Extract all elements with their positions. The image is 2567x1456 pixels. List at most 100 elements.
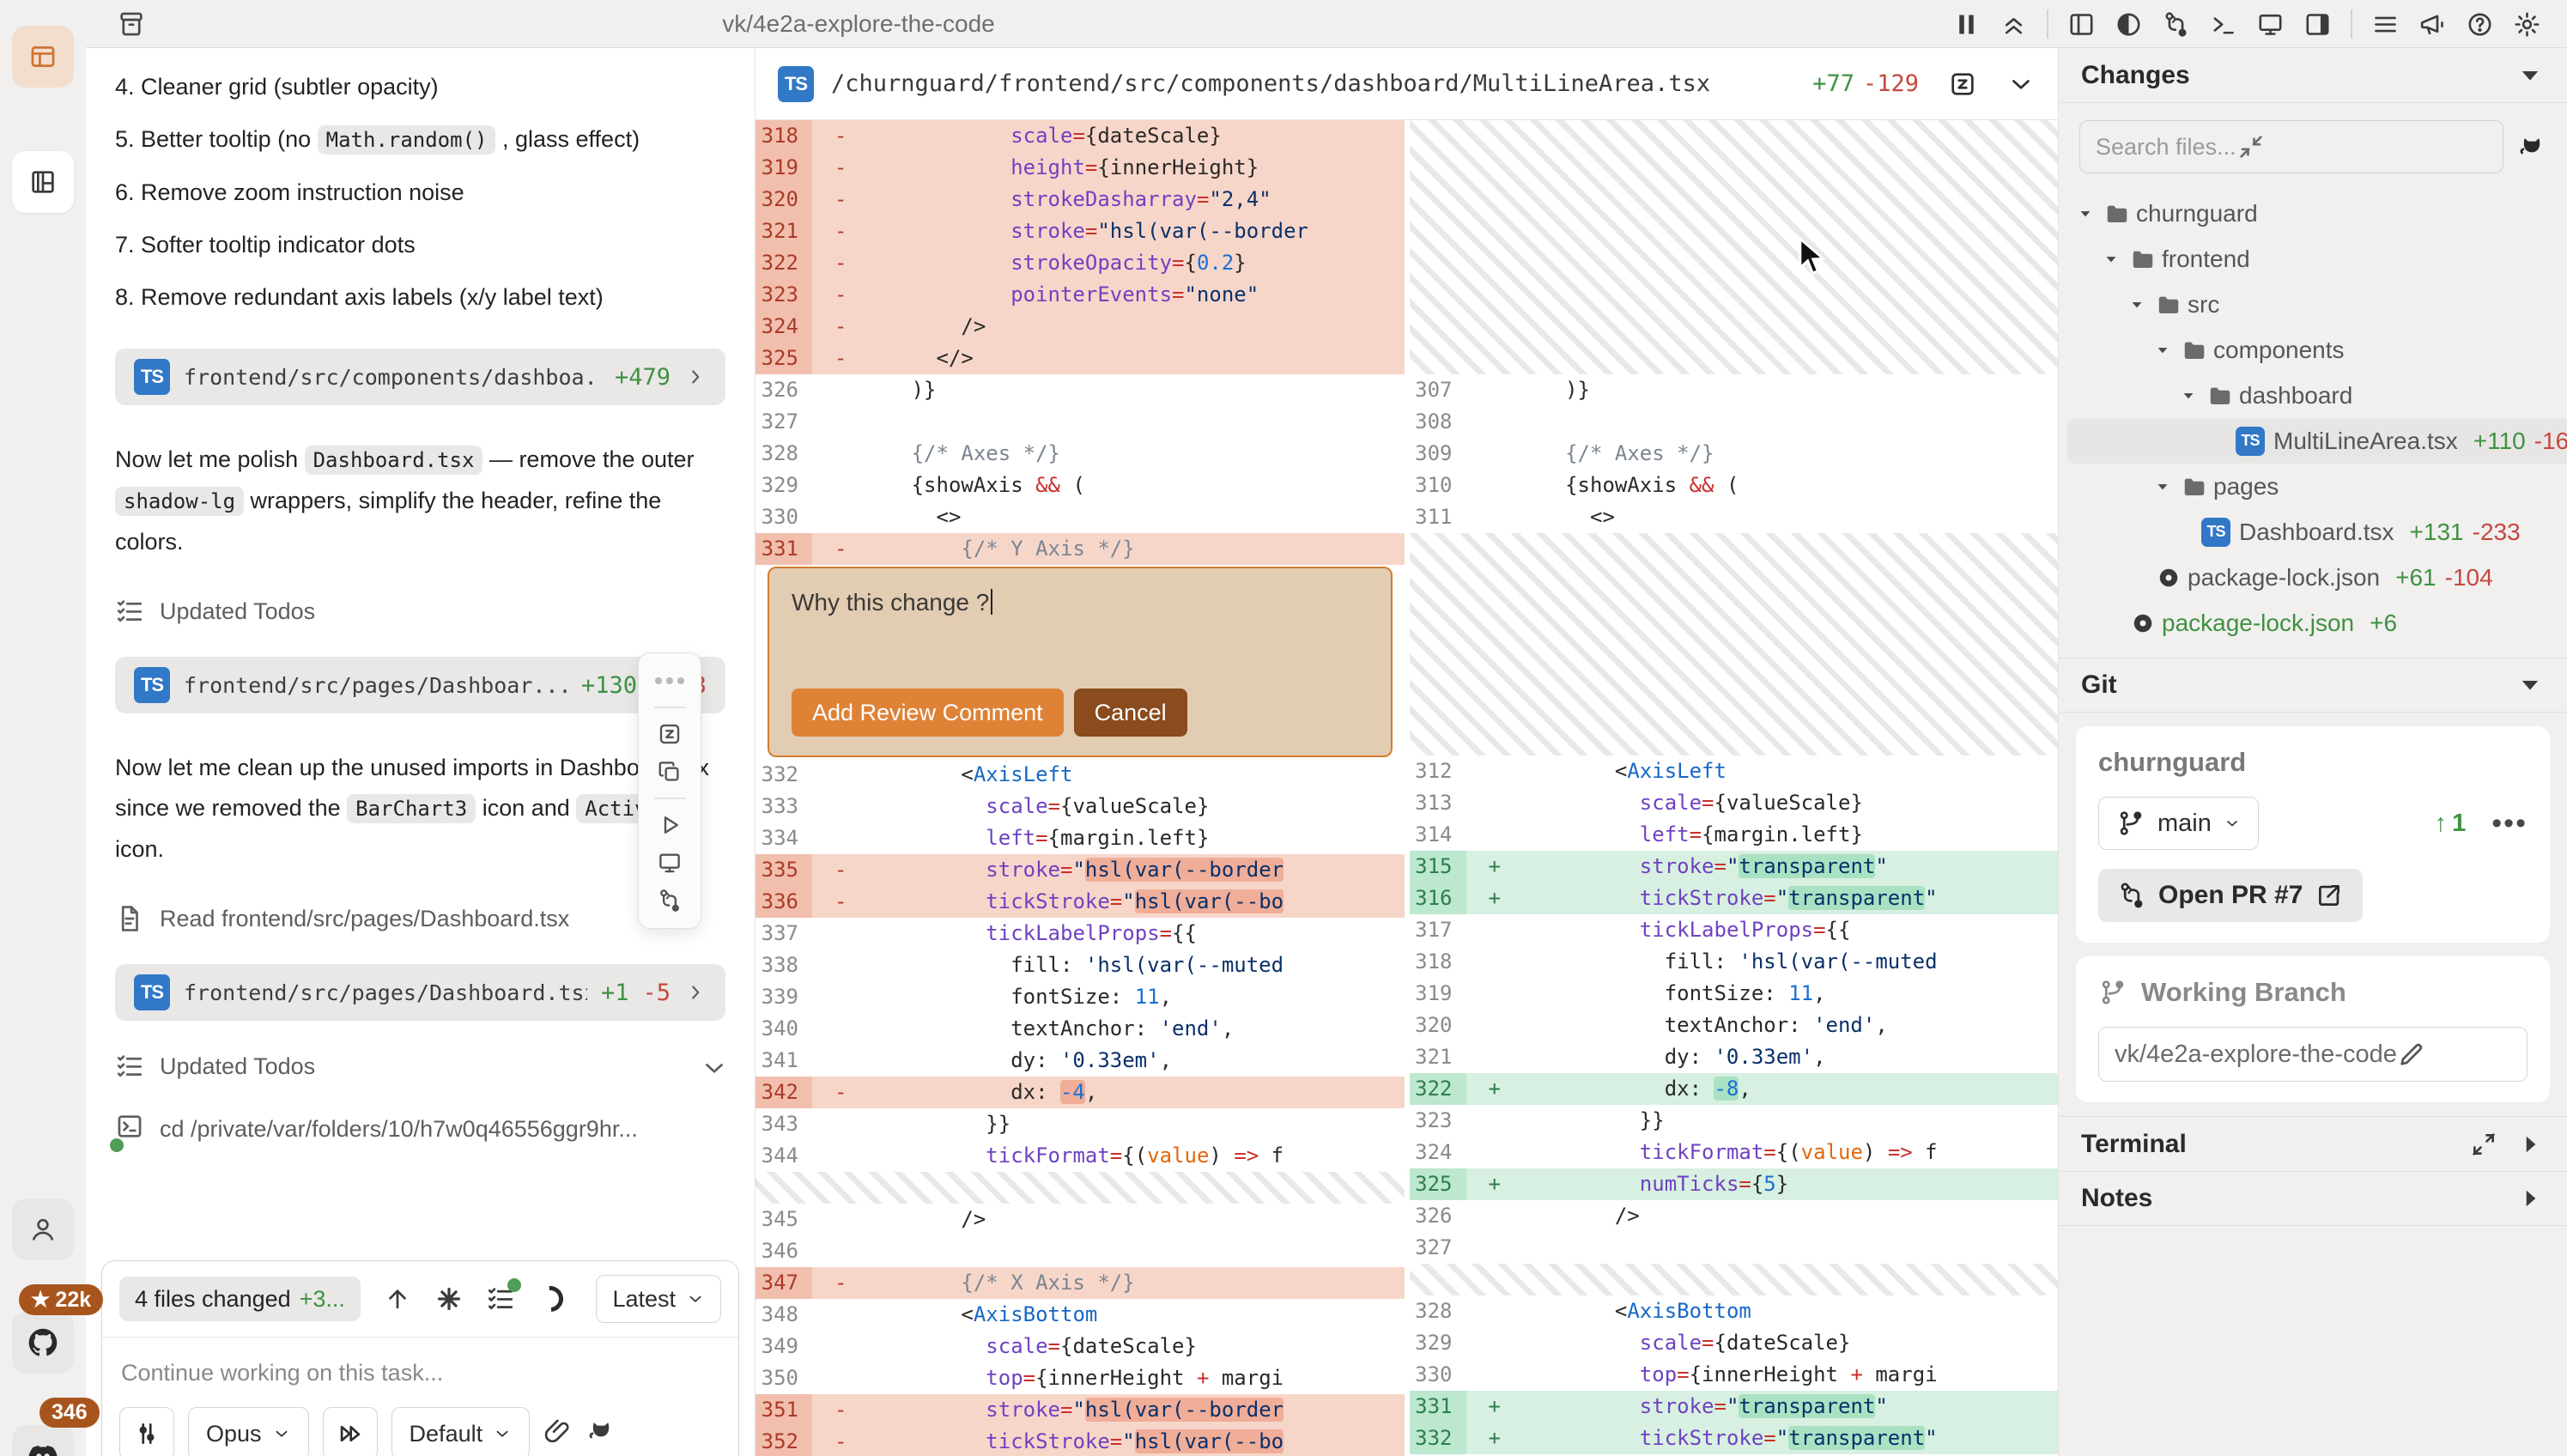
diff-line[interactable]: 327 [1410, 1232, 2059, 1264]
caret-down-icon[interactable] [2150, 478, 2176, 495]
tree-row-package-lock-json[interactable]: package-lock.json +61 -104 [2059, 555, 2567, 600]
diff-stamp-icon[interactable] [639, 715, 701, 753]
terminal-section-header[interactable]: Terminal [2059, 1116, 2567, 1171]
tree-row-components[interactable]: components [2059, 327, 2567, 373]
caret-down-icon[interactable] [2176, 387, 2201, 404]
help-icon[interactable] [2466, 10, 2494, 39]
diff-line[interactable]: 344 tickFormat={(value) => f [756, 1140, 1405, 1172]
git-section-header[interactable]: Git [2059, 658, 2567, 713]
diff-line[interactable]: 321- stroke="hsl(var(--border [756, 215, 1405, 247]
git-compare-icon[interactable] [2162, 10, 2190, 39]
diff-line[interactable]: 349 scale={dateScale} [756, 1331, 1405, 1362]
diff-line[interactable]: 331- {/* Y Axis */} [756, 533, 1405, 565]
cat-agent-icon[interactable] [2517, 132, 2546, 161]
diff-line[interactable]: 345 /> [756, 1204, 1405, 1235]
diff-line[interactable]: 333 scale={valueScale} [756, 791, 1405, 822]
todos-icon[interactable] [486, 1278, 521, 1313]
diff-line[interactable]: 323 }} [1410, 1105, 2059, 1137]
diff-line[interactable]: 324- /> [756, 311, 1405, 343]
diff-line[interactable]: 308 [1410, 406, 2059, 438]
todo-update-row[interactable]: Updated Todos [115, 1052, 725, 1081]
caret-down-icon[interactable] [2150, 342, 2176, 359]
diff-line[interactable]: 327 [756, 406, 1405, 438]
open-pr-button[interactable]: Open PR #7 [2098, 869, 2364, 922]
terminal-command-row[interactable]: cd /private/var/folders/10/h7w0q46556ggr… [110, 1112, 725, 1152]
announcements-icon[interactable] [2418, 10, 2447, 39]
diff-line[interactable]: 352- tickStroke="hsl(var(--bo [756, 1426, 1405, 1456]
diff-line[interactable]: 318- scale={dateScale} [756, 120, 1405, 152]
tree-row-pages[interactable]: pages [2059, 464, 2567, 509]
diff-line[interactable]: 322 + dx: -8, [1409, 1073, 2058, 1105]
git-compare-icon[interactable] [639, 882, 701, 919]
diff-line[interactable]: 322- strokeOpacity={0.2} [756, 247, 1405, 279]
diff-line[interactable]: 309 {/* Axes */} [1410, 438, 2059, 470]
monitor-icon[interactable] [639, 844, 701, 882]
play-icon[interactable] [639, 806, 701, 844]
diff-line[interactable]: 346 [756, 1235, 1405, 1267]
fast-forward-button[interactable] [322, 1407, 378, 1456]
diff-line[interactable]: 350 top={innerHeight + margi [756, 1362, 1405, 1394]
archive-panel-icon[interactable] [117, 9, 146, 39]
pencil-icon[interactable] [2397, 1040, 2426, 1069]
push-up-icon[interactable] [383, 1284, 412, 1313]
diff-line[interactable]: 336- tickStroke="hsl(var(--bo [756, 886, 1405, 918]
files-changed-chip[interactable]: 4 files changed +3... [119, 1277, 361, 1321]
more-menu[interactable]: ••• [2491, 806, 2528, 840]
diff-line[interactable]: 321 dy: '0.33em', [1410, 1041, 2059, 1073]
diff-line[interactable]: 314 left={margin.left} [1410, 819, 2059, 851]
diff-line[interactable]: 348 <AxisBottom [756, 1299, 1405, 1331]
monitor-icon[interactable] [2256, 10, 2285, 39]
copy-icon[interactable] [639, 753, 701, 791]
diff-line[interactable]: 341 dy: '0.33em', [756, 1045, 1405, 1077]
theme-contrast-icon[interactable] [2115, 10, 2143, 39]
caret-down-icon[interactable] [2124, 296, 2150, 313]
tool-call-row[interactable]: Read frontend/src/pages/Dashboard.tsx [115, 904, 725, 933]
diff-line[interactable]: 351- stroke="hsl(var(--border [756, 1394, 1405, 1426]
terminal-icon[interactable] [2209, 10, 2237, 39]
diff-line[interactable]: 331 + stroke="transparent" [1409, 1391, 2058, 1423]
changes-section-header[interactable]: Changes [2059, 48, 2567, 103]
account-button[interactable] [12, 1198, 74, 1260]
diff-line[interactable]: 330 top={innerHeight + margi [1410, 1359, 2059, 1391]
mode-dropdown[interactable]: Default [391, 1407, 531, 1456]
diff-line[interactable]: 342- dx: -4, [756, 1077, 1405, 1108]
tree-row-churnguard[interactable]: churnguard [2059, 191, 2567, 236]
diff-line[interactable]: 340 textAnchor: 'end', [756, 1013, 1405, 1045]
tree-row-package-lock-json[interactable]: package-lock.json +6 [2059, 600, 2567, 646]
tree-row-frontend[interactable]: frontend [2059, 236, 2567, 282]
notes-section-header[interactable]: Notes [2059, 1171, 2567, 1226]
caret-down-icon[interactable] [2098, 251, 2124, 268]
caret-down-icon[interactable] [2072, 205, 2098, 222]
diff-line[interactable]: 332 <AxisLeft [756, 759, 1405, 791]
diff-line[interactable]: 326 )} [756, 374, 1405, 406]
diff-line[interactable]: 324 tickFormat={(value) => f [1410, 1137, 2059, 1168]
pause-icon[interactable] [1952, 10, 1981, 39]
latest-dropdown[interactable]: Latest [596, 1275, 721, 1323]
diff-line[interactable]: 328 {/* Axes */} [756, 438, 1405, 470]
branch-dropdown[interactable]: main [2098, 797, 2259, 850]
board-view-button[interactable] [12, 151, 74, 213]
panel-left-icon[interactable] [2067, 10, 2096, 39]
expand-icon[interactable] [2469, 1130, 2498, 1159]
chevrons-up-icon[interactable] [2000, 10, 2028, 39]
diff-line[interactable]: 313 scale={valueScale} [1410, 787, 2059, 819]
add-review-comment-button[interactable]: Add Review Comment [792, 689, 1064, 737]
diff-line[interactable]: 323- pointerEvents="none" [756, 279, 1405, 311]
diff-line[interactable]: 317 tickLabelProps={{ [1410, 914, 2059, 946]
diff-line[interactable]: 319 fontSize: 11, [1410, 978, 2059, 1010]
collapse-file-chevron[interactable] [2006, 70, 2036, 99]
panel-right-icon[interactable] [2303, 10, 2332, 39]
diff-line[interactable]: 310 {showAxis && ( [1410, 470, 2059, 501]
diff-line[interactable]: 335- stroke="hsl(var(--border [756, 854, 1405, 886]
github-button[interactable] [12, 1312, 74, 1374]
attach-button[interactable] [543, 1417, 573, 1452]
tree-row-multilinearea-tsx[interactable]: TS MultiLineArea.tsx +110 -162 [2067, 418, 2567, 464]
diff-line[interactable]: 343 }} [756, 1108, 1405, 1140]
diff-line[interactable]: 325- </> [756, 343, 1405, 374]
cancel-button[interactable]: Cancel [1073, 689, 1187, 737]
diff-line[interactable]: 347- {/* X Axis */} [756, 1267, 1405, 1299]
search-files-input[interactable]: Search files... [2079, 120, 2503, 173]
diff-line[interactable]: 319- height={innerHeight} [756, 152, 1405, 184]
diff-line[interactable]: 334 left={margin.left} [756, 822, 1405, 854]
